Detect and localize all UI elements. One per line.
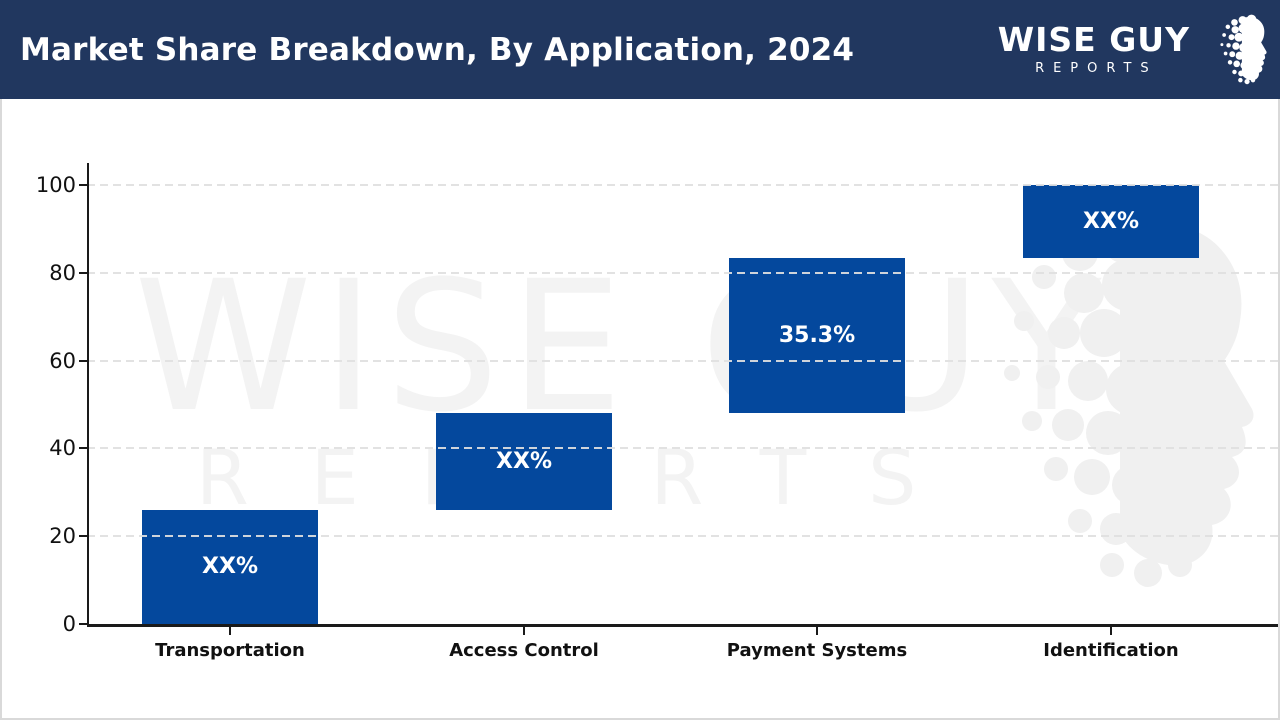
brand-text: WISE GUY REPORTS [998,23,1190,76]
brand-logo: WISE GUY REPORTS [998,6,1280,94]
chart-title: Market Share Breakdown, By Application, … [20,31,855,68]
chart-canvas [0,99,1280,720]
brand-name: WISE GUY [997,20,1190,59]
brand-subtitle: REPORTS [1035,61,1158,76]
header-bar: Market Share Breakdown, By Application, … [0,0,1280,99]
brand-dotted-face-icon [1220,14,1267,84]
